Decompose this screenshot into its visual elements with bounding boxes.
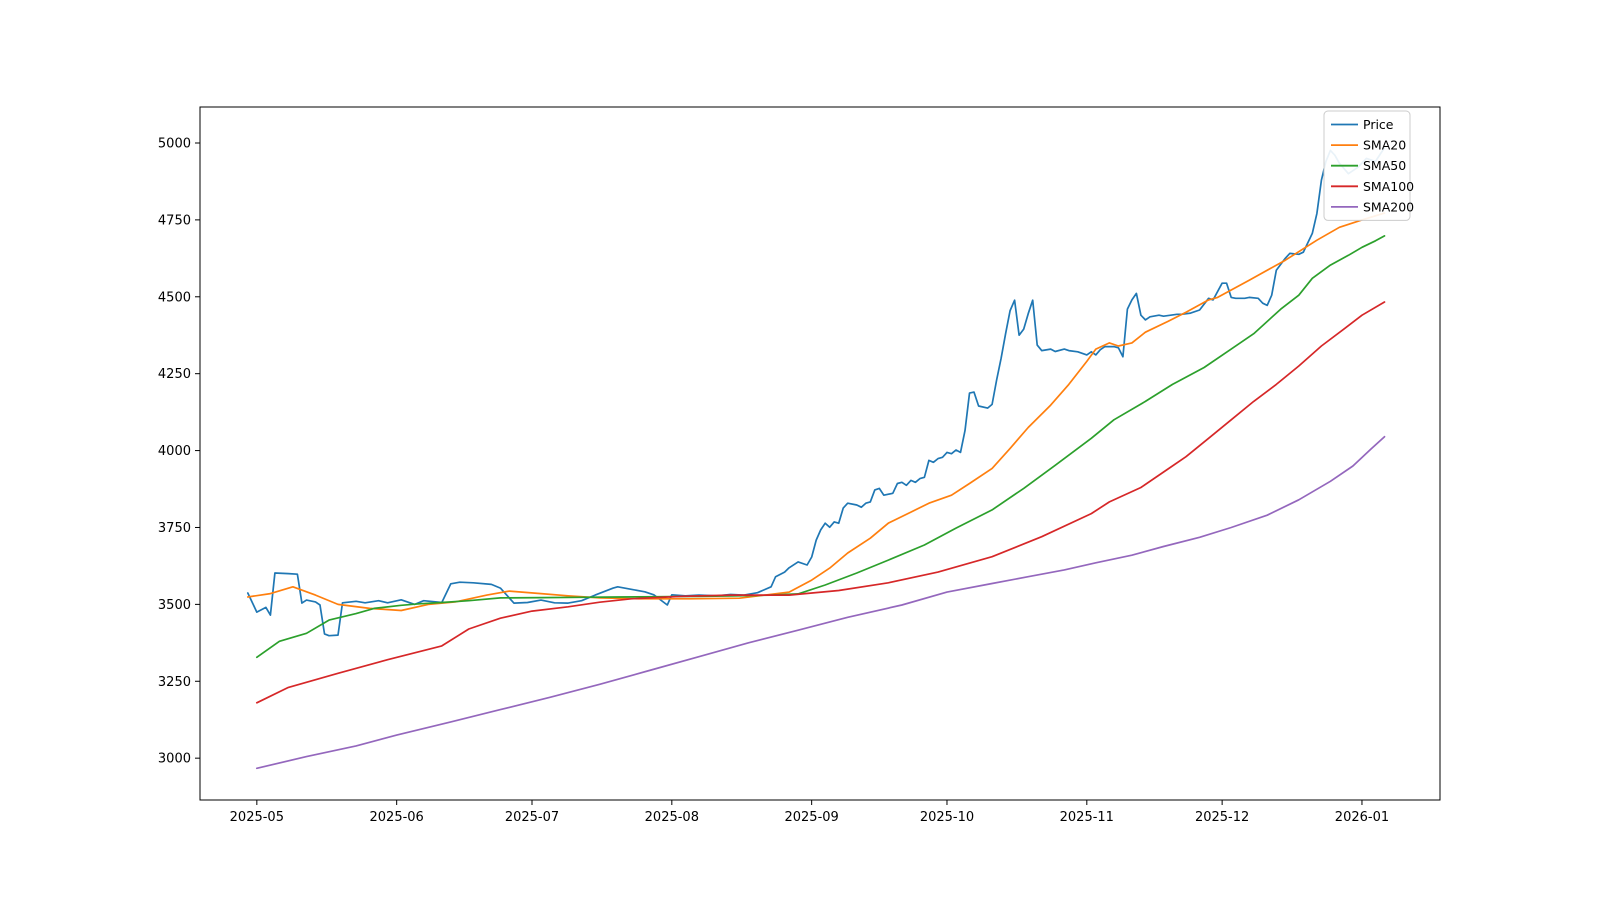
price-line (246, 146, 1386, 637)
x-tick-label: 2025-08 (645, 810, 699, 825)
sma100-line (255, 301, 1386, 704)
x-tick-label: 2025-10 (920, 810, 974, 825)
x-tick-label: 2025-07 (505, 810, 559, 825)
sma50-line (255, 235, 1386, 659)
legend-box (1323, 110, 1411, 221)
sma20-line (246, 212, 1386, 612)
y-tick-label: 4250 (158, 367, 191, 382)
y-tick-label: 3250 (158, 675, 191, 690)
legend-label-sma20: SMA20 (1363, 138, 1406, 153)
legend-label-sma50: SMA50 (1363, 158, 1406, 173)
legend-label-sma200: SMA200 (1363, 199, 1414, 214)
y-tick-label: 4500 (158, 290, 191, 305)
x-tick-label: 2025-09 (784, 810, 838, 825)
x-tick-label: 2025-06 (370, 810, 424, 825)
legend-label-price: Price (1363, 117, 1394, 132)
sma200-line (255, 435, 1386, 770)
x-tick-label: 2025-11 (1060, 810, 1114, 825)
y-tick-label: 4750 (158, 213, 191, 228)
legend-label-sma100: SMA100 (1363, 179, 1414, 194)
x-tick-label: 2025-12 (1195, 810, 1249, 825)
plot-border (199, 106, 1441, 801)
y-tick-label: 3000 (158, 752, 191, 767)
y-tick-label: 5000 (158, 136, 191, 151)
y-tick-label: 3750 (158, 521, 191, 536)
y-tick-label: 4000 (158, 444, 191, 459)
x-tick-label: 2026-01 (1335, 810, 1389, 825)
x-tick-label: 2025-05 (230, 810, 284, 825)
y-tick-label: 3500 (158, 598, 191, 613)
